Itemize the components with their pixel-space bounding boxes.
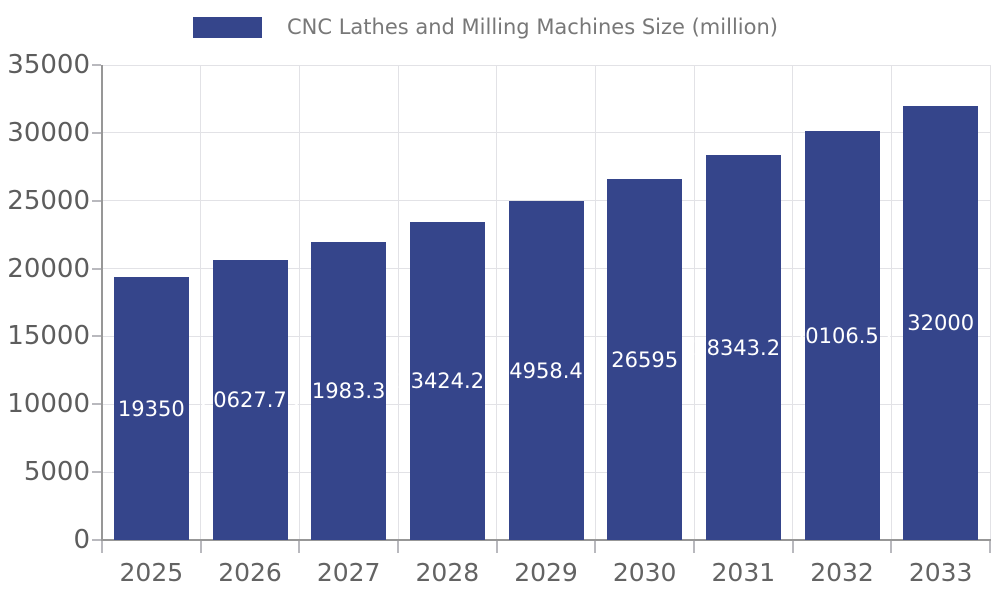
x-tick-mark <box>101 541 103 553</box>
bar[interactable] <box>508 201 584 540</box>
bar[interactable] <box>212 260 288 540</box>
y-tick-mark <box>92 471 101 474</box>
y-axis-tick-label: 20000 <box>7 253 90 284</box>
bar[interactable] <box>409 222 485 540</box>
x-axis-tick-label: 2030 <box>612 558 677 587</box>
h-gridline <box>102 132 990 134</box>
y-tick-mark <box>92 267 101 270</box>
x-axis-tick-label: 2033 <box>908 558 973 587</box>
x-axis-tick-label: 2027 <box>316 558 381 587</box>
bar-value-label: 19350 <box>117 396 185 421</box>
legend-swatch-icon <box>193 16 262 38</box>
v-gridline <box>989 65 991 540</box>
y-tick-mark <box>92 539 101 541</box>
x-tick-mark <box>890 541 893 553</box>
bar-value-label: 21983.38 <box>298 378 399 403</box>
bar[interactable] <box>705 155 781 540</box>
x-tick-mark <box>693 541 695 553</box>
y-axis-line <box>101 65 103 540</box>
y-tick-mark <box>92 335 101 338</box>
y-tick-mark <box>92 403 101 406</box>
chart-legend[interactable]: CNC Lathes and Milling Machines Size (mi… <box>193 15 778 39</box>
bar-value-label: 23424.28 <box>397 369 498 394</box>
bar[interactable] <box>903 105 979 540</box>
v-gridline <box>594 65 596 540</box>
x-axis-tick-label: 2031 <box>711 558 776 587</box>
y-tick-mark <box>92 131 101 134</box>
legend-label: CNC Lathes and Milling Machines Size (mi… <box>287 15 778 39</box>
x-tick-mark <box>791 541 794 553</box>
y-tick-mark <box>92 199 101 202</box>
x-axis-tick-label: 2032 <box>810 558 874 587</box>
x-axis-tick-label: 2029 <box>514 558 578 587</box>
bar-value-label: 32000 <box>907 310 975 335</box>
y-axis-tick-label: 25000 <box>7 185 90 216</box>
h-gridline <box>102 64 990 66</box>
bar[interactable] <box>607 179 683 540</box>
v-gridline <box>200 65 202 540</box>
x-tick-mark <box>989 541 991 553</box>
x-axis-tick-label: 2026 <box>218 558 282 587</box>
v-gridline <box>298 65 300 540</box>
x-tick-mark <box>495 541 498 553</box>
y-tick-mark <box>92 64 101 66</box>
bar-value-label: 30106.55 <box>791 323 893 348</box>
v-gridline <box>792 65 794 540</box>
x-tick-mark <box>199 541 202 553</box>
x-tick-mark <box>298 541 301 553</box>
v-gridline <box>397 65 399 540</box>
x-axis-line <box>101 539 991 541</box>
bar-value-label: 24958.48 <box>495 358 597 383</box>
y-axis-tick-label: 15000 <box>7 321 90 352</box>
bar-value-label: 26595 <box>611 347 679 372</box>
x-axis-tick-label: 2028 <box>415 558 480 587</box>
v-gridline <box>890 65 892 540</box>
bar-value-label: 20627.75 <box>199 388 301 413</box>
y-axis-tick-label: 5000 <box>23 457 90 488</box>
x-axis-tick-label: 2025 <box>119 558 184 587</box>
bar[interactable] <box>804 131 880 540</box>
x-tick-mark <box>397 541 399 553</box>
bar[interactable] <box>113 277 189 540</box>
y-axis-tick-label: 10000 <box>7 389 90 420</box>
y-axis-tick-label: 0 <box>73 525 90 555</box>
y-axis-tick-label: 30000 <box>7 117 90 148</box>
bar-value-label: 28343.25 <box>693 335 794 360</box>
x-tick-mark <box>594 541 597 553</box>
v-gridline <box>693 65 695 540</box>
y-axis-tick-label: 35000 <box>7 50 90 80</box>
v-gridline <box>496 65 498 540</box>
h-gridline <box>102 200 990 202</box>
bar[interactable] <box>311 241 387 540</box>
